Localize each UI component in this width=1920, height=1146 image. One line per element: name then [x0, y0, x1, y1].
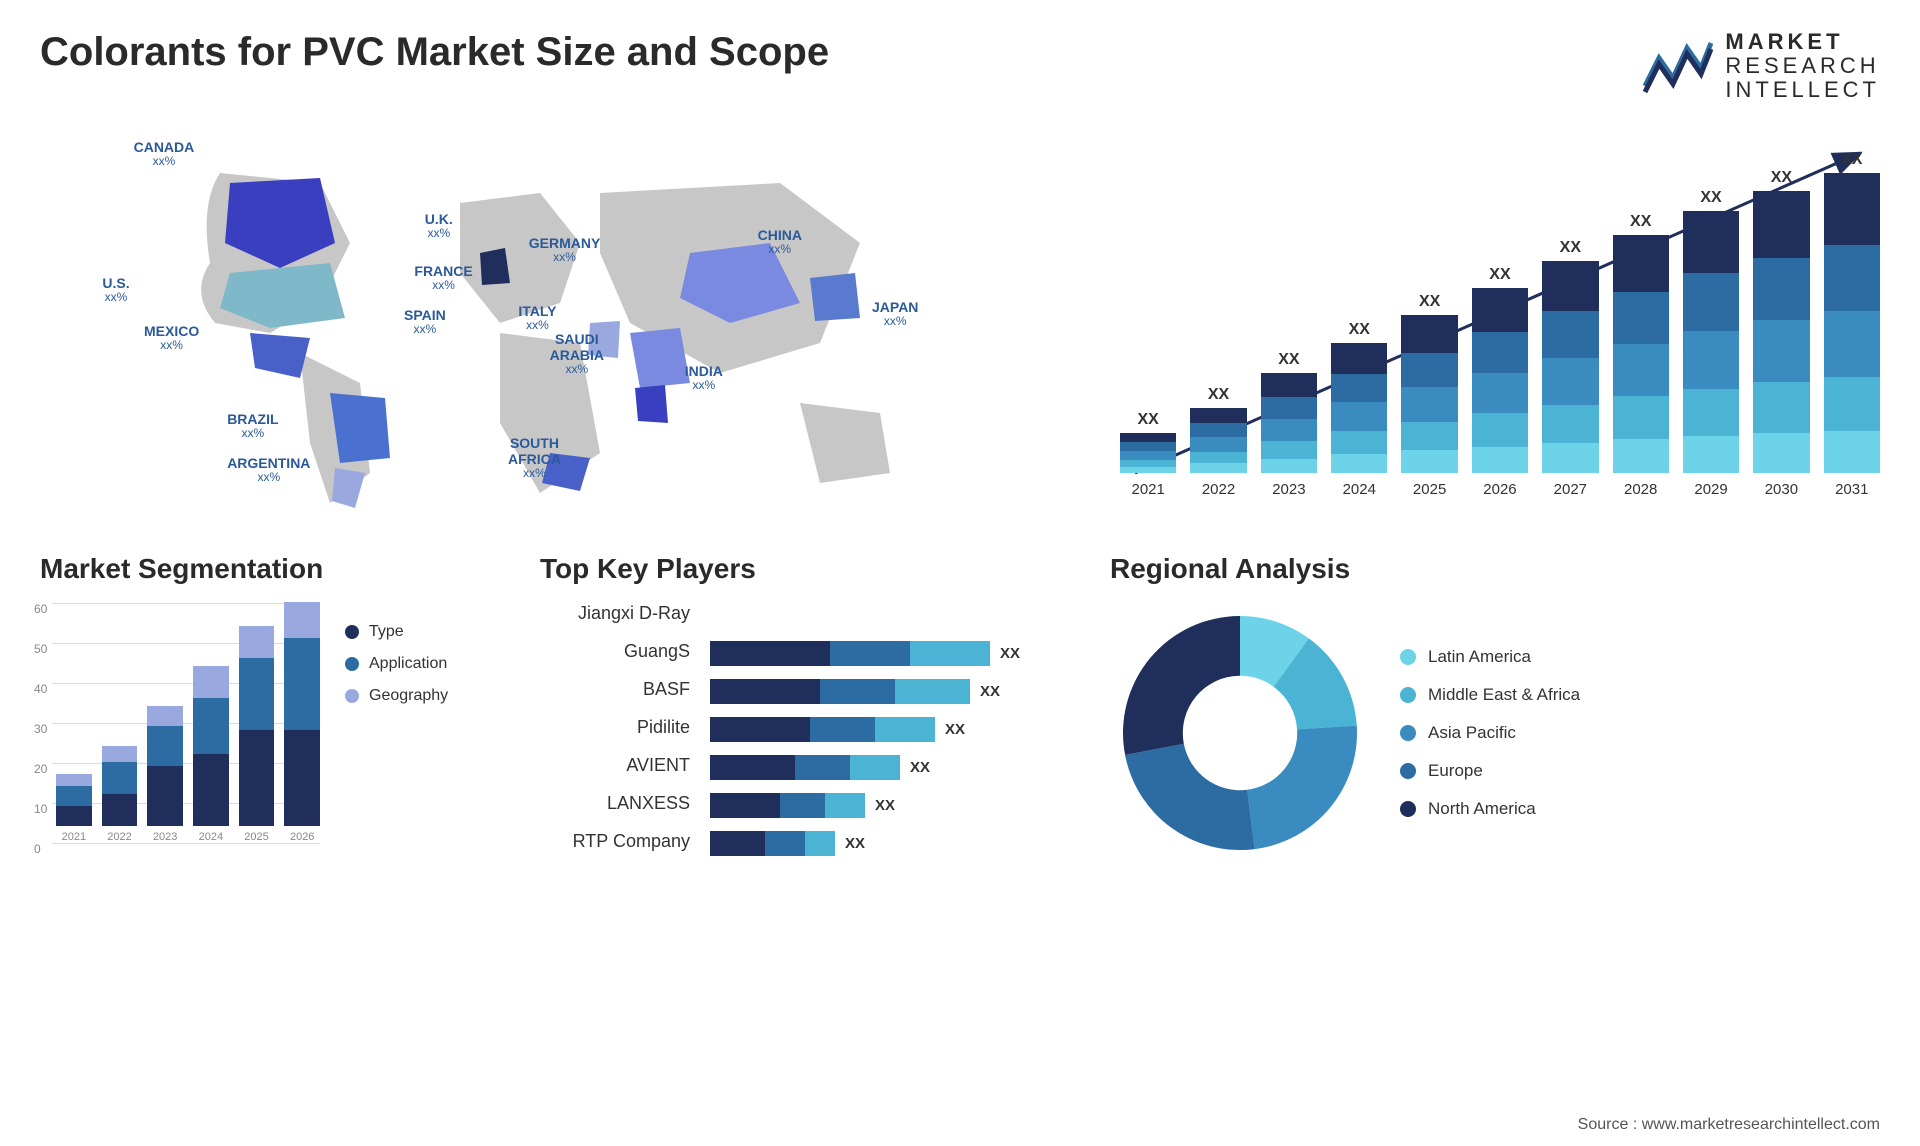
regional-title: Regional Analysis — [1110, 553, 1880, 585]
logo-line2: RESEARCH — [1725, 54, 1880, 78]
regional-donut — [1110, 603, 1370, 863]
brand-logo: MARKET RESEARCH INTELLECT — [1643, 30, 1880, 103]
forecast-bar: XX2031 — [1824, 155, 1880, 498]
map-label: ARGENTINAxx% — [227, 455, 310, 485]
map-label: INDIAxx% — [685, 363, 723, 393]
player-label: Pidilite — [540, 717, 690, 742]
players-title: Top Key Players — [540, 553, 1080, 585]
seg-bar: 2024 — [193, 666, 229, 843]
segmentation-section: Market Segmentation 01020304050602021202… — [40, 553, 510, 863]
page-title: Colorants for PVC Market Size and Scope — [40, 30, 829, 75]
seg-bar: 2026 — [284, 602, 320, 843]
logo-line1: MARKET — [1725, 30, 1880, 54]
regional-legend: Latin America Middle East & Africa Asia Pa… — [1400, 647, 1580, 819]
legend-item: Asia Pacific — [1400, 723, 1580, 743]
seg-bar: 2022 — [102, 746, 138, 843]
donut-slice — [1123, 616, 1240, 755]
player-label: BASF — [540, 679, 690, 704]
map-label: GERMANYxx% — [529, 235, 601, 265]
forecast-bar: XX2024 — [1331, 325, 1387, 498]
players-labels: Jiangxi D-Ray GuangS BASF Pidilite AVIENT LAN… — [540, 603, 690, 856]
player-bar — [710, 603, 1080, 628]
segmentation-legend: Type Application Geography — [345, 603, 448, 863]
player-bar: XX — [710, 831, 1080, 856]
map-label: U.K.xx% — [425, 211, 453, 241]
segmentation-title: Market Segmentation — [40, 553, 510, 585]
player-bar: XX — [710, 717, 1080, 742]
player-label: RTP Company — [540, 831, 690, 856]
world-map: CANADAxx% U.S.xx% MEXICOxx% BRAZILxx% ARGENT… — [40, 123, 1080, 523]
map-label: SAUDIARABIAxx% — [550, 331, 604, 377]
legend-item: North America — [1400, 799, 1580, 819]
map-label: CHINAxx% — [758, 227, 802, 257]
legend-item: Middle East & Africa — [1400, 685, 1580, 705]
player-bar: XX — [710, 793, 1080, 818]
forecast-bar: XX2030 — [1753, 173, 1809, 498]
seg-bar: 2021 — [56, 774, 92, 843]
map-label: SPAINxx% — [404, 307, 446, 337]
forecast-bar: XX2026 — [1472, 270, 1528, 498]
map-label: FRANCExx% — [414, 263, 472, 293]
map-label: JAPANxx% — [872, 299, 918, 329]
player-label: LANXESS — [540, 793, 690, 818]
map-label: ITALYxx% — [518, 303, 556, 333]
map-label: U.S.xx% — [102, 275, 129, 305]
legend-item: Europe — [1400, 761, 1580, 781]
forecast-chart: XX2021XX2022XX2023XX2024XX2025XX2026XX20… — [1120, 123, 1880, 523]
donut-slice — [1125, 743, 1255, 849]
forecast-bar: XX2029 — [1683, 193, 1739, 498]
seg-bar: 2023 — [147, 706, 183, 843]
legend-item: Type — [345, 623, 448, 641]
segmentation-chart: 0102030405060202120222023202420252026 — [40, 603, 320, 863]
map-label: MEXICOxx% — [144, 323, 199, 353]
players-bars: XX XX XX XX XX XX — [710, 603, 1080, 856]
legend-item: Geography — [345, 687, 448, 705]
player-label: GuangS — [540, 641, 690, 666]
forecast-bar: XX2023 — [1261, 355, 1317, 498]
forecast-bar: XX2021 — [1120, 415, 1176, 498]
regional-section: Regional Analysis Latin America Middle Ea… — [1110, 553, 1880, 863]
player-bar: XX — [710, 679, 1080, 704]
donut-slice — [1247, 725, 1357, 848]
forecast-bar: XX2022 — [1190, 390, 1246, 498]
map-label: SOUTHAFRICAxx% — [508, 435, 561, 481]
map-label: BRAZILxx% — [227, 411, 278, 441]
forecast-bar: XX2027 — [1542, 243, 1598, 498]
source-credit: Source : www.marketresearchintellect.com — [1578, 1116, 1880, 1134]
logo-line3: INTELLECT — [1725, 78, 1880, 102]
map-label: CANADAxx% — [134, 139, 195, 169]
forecast-bar: XX2028 — [1613, 217, 1669, 498]
seg-bar: 2025 — [239, 626, 275, 843]
legend-item: Latin America — [1400, 647, 1580, 667]
player-bar: XX — [710, 755, 1080, 780]
player-label: Jiangxi D-Ray — [540, 603, 690, 628]
player-bar: XX — [710, 641, 1080, 666]
forecast-bar: XX2025 — [1401, 297, 1457, 498]
legend-item: Application — [345, 655, 448, 673]
player-label: AVIENT — [540, 755, 690, 780]
players-section: Top Key Players Jiangxi D-Ray GuangS BASF P… — [540, 553, 1080, 863]
logo-icon — [1643, 38, 1713, 94]
